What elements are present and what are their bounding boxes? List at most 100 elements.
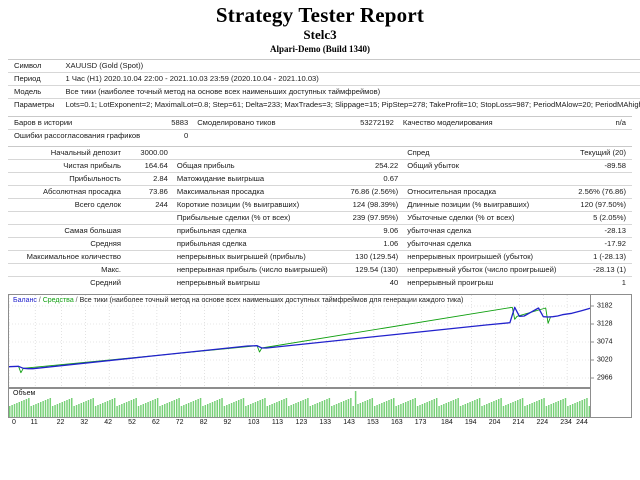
x-tick-label: 72 [175,418,184,426]
y-tick-label: 3020 [597,356,613,363]
x-tick-label: 103 [247,418,260,426]
stat-label-3: Убыточные сделки (% от всех) [401,210,560,224]
stat-label-1: Чистая прибыль [8,158,125,172]
stat-value-3: 5 (2.05%) [559,210,632,224]
y-tick-mark [590,323,594,324]
report-info-table: Символ XAUUSD (Gold (Spot)) Период 1 Час… [8,59,640,112]
table-row: Период 1 Час (H1) 2020.10.04 22:00 - 202… [8,72,640,86]
stat-value-2: 1.06 [330,236,402,250]
table-row: Ошибки рассогласования графиков 0 [8,128,632,142]
stat-label-1: Самая большая [8,223,125,237]
chart-legend: Баланс / Средства / Все тики (наиболее т… [13,296,463,305]
stat-label-2: непрерывный выигрыш [170,275,331,289]
stat-value-2: 124 (98.39%) [330,197,402,211]
stat-value-3 [559,171,632,185]
stat-value-3: 120 (97.50%) [559,197,632,211]
stat-label-2: Максимальная просадка [170,184,331,198]
stat-value-1: 164.64 [124,158,171,172]
stat-label-1: Макс. [8,262,125,276]
stat-value-1 [124,249,171,263]
stat-label-2: прибыльная сделка [170,236,331,250]
ticks-label: Смоделировано тиков [191,115,317,129]
stat-value-3: 1 [559,275,632,289]
mismatch-spacer-2 [316,128,397,142]
balance-equity-chart: Баланс / Средства / Все тики (наиболее т… [8,293,632,418]
legend-equity: Средства [42,296,74,304]
legend-separator-2: / [75,296,78,304]
mismatch-spacer-3 [396,128,539,142]
chart-x-axis: 0 11 22 32 42 52 62 72 82 92 103 113 123 133 143 153 163… [8,418,632,432]
y-tick-label: 3182 [597,302,613,309]
stat-value-3: -28.13 (1) [559,262,632,276]
x-tick-label: 22 [56,418,65,426]
stat-label-3: Относительная просадка [401,184,560,198]
statistics-table: Начальный депозит 3000.00 Спред Текущий … [8,145,632,289]
table-row: Параметры Lots=0.1; LotExponent=2; Maxim… [8,98,640,112]
x-tick-label: 133 [319,418,332,426]
x-tick-label: 62 [151,418,160,426]
table-row: Прибыльные сделки (% от всех) 239 (97.95… [8,210,632,224]
x-tick-label: 113 [271,418,284,426]
stat-value-3: -89.58 [559,158,632,172]
stat-label-2: непрерывная прибыль (число выигрышей) [170,262,331,276]
table-row: Максимальное количество непрерывных выиг… [8,249,632,263]
expert-name: Stelc3 [303,27,337,42]
stat-value-1: 244 [124,197,171,211]
stat-value-1: 3000.00 [124,145,171,159]
modeling-table: Баров в истории 5883 Смоделировано тиков… [8,115,632,142]
x-tick-label: 173 [414,418,427,426]
stat-label-1: Всего сделок [8,197,125,211]
stat-label-1: Средний [8,275,125,289]
x-tick-label: 163 [390,418,403,426]
stat-value-1: 73.86 [124,184,171,198]
stat-label-2: непрерывных выигрышей (прибыль) [170,249,331,263]
info-key-parameters: Параметры [8,98,58,112]
x-tick-label: 204 [488,418,501,426]
x-tick-label: 123 [295,418,308,426]
stat-label-3: непрерывный убыток (число проигрышей) [401,262,560,276]
stat-label-1: Абсолютная просадка [8,184,125,198]
table-row: Символ XAUUSD (Gold (Spot)) [8,59,640,73]
stat-value-2: 254.22 [330,158,402,172]
info-key-period: Период [8,72,58,86]
chart-y-axis: 3182 3128 3074 3020 2966 [590,295,631,417]
x-tick-label: 92 [223,418,232,426]
y-tick-mark [590,341,594,342]
x-tick-label: 194 [464,418,477,426]
table-row: Чистая прибыль 164.64 Общая прибыль 254.… [8,158,632,172]
stat-value-1 [124,223,171,237]
stat-value-2: 0.67 [330,171,402,185]
legend-model: Все тики (наиболее точный метод на основ… [79,296,464,304]
stat-value-2 [330,145,402,159]
y-tick-mark [590,377,594,378]
stat-value-2: 129.54 (130) [330,262,402,276]
x-tick-label: 184 [441,418,453,426]
mismatch-spacer-4 [539,128,632,142]
stat-value-3: 1 (-28.13) [559,249,632,263]
table-row: Средний непрерывный выигрыш 40 непрерывн… [8,275,632,289]
chart-plot-area: Объем [9,294,591,417]
stat-value-3: 2.56% (76.86) [559,184,632,198]
stat-value-2: 40 [330,275,402,289]
stat-label-2: прибыльная сделка [170,223,331,237]
stat-label-1: Начальный депозит [8,145,125,159]
info-key-model: Модель [8,85,58,99]
y-tick-label: 3128 [597,320,613,327]
stat-value-3: -28.13 [559,223,632,237]
table-row: Средняя прибыльная сделка 1.06 убыточная… [8,236,632,250]
broker-build: Alpari-Demo (Build 1340) [270,44,370,54]
info-value-period: 1 Час (H1) 2020.10.04 22:00 - 2021.10.03… [57,72,640,86]
table-row: Самая большая прибыльная сделка 9.06 убы… [8,223,632,237]
stat-label-1: Максимальное количество [8,249,125,263]
mismatch-value: 0 [143,128,192,142]
legend-separator-1: / [38,296,41,304]
stat-label-3: Длинные позиции (% выигравших) [401,197,560,211]
y-tick-label: 2966 [597,374,613,381]
stat-label-3: убыточная сделка [401,223,560,237]
x-tick-label: 224 [536,418,549,426]
stat-value-3: -17.92 [559,236,632,250]
stat-label-2: Матожидание выигрыша [170,171,331,185]
stat-label-3: непрерывных проигрышей (убыток) [401,249,560,263]
table-row: Макс. непрерывная прибыль (число выигрыш… [8,262,632,276]
stat-label-2: Прибыльные сделки (% от всех) [170,210,331,224]
